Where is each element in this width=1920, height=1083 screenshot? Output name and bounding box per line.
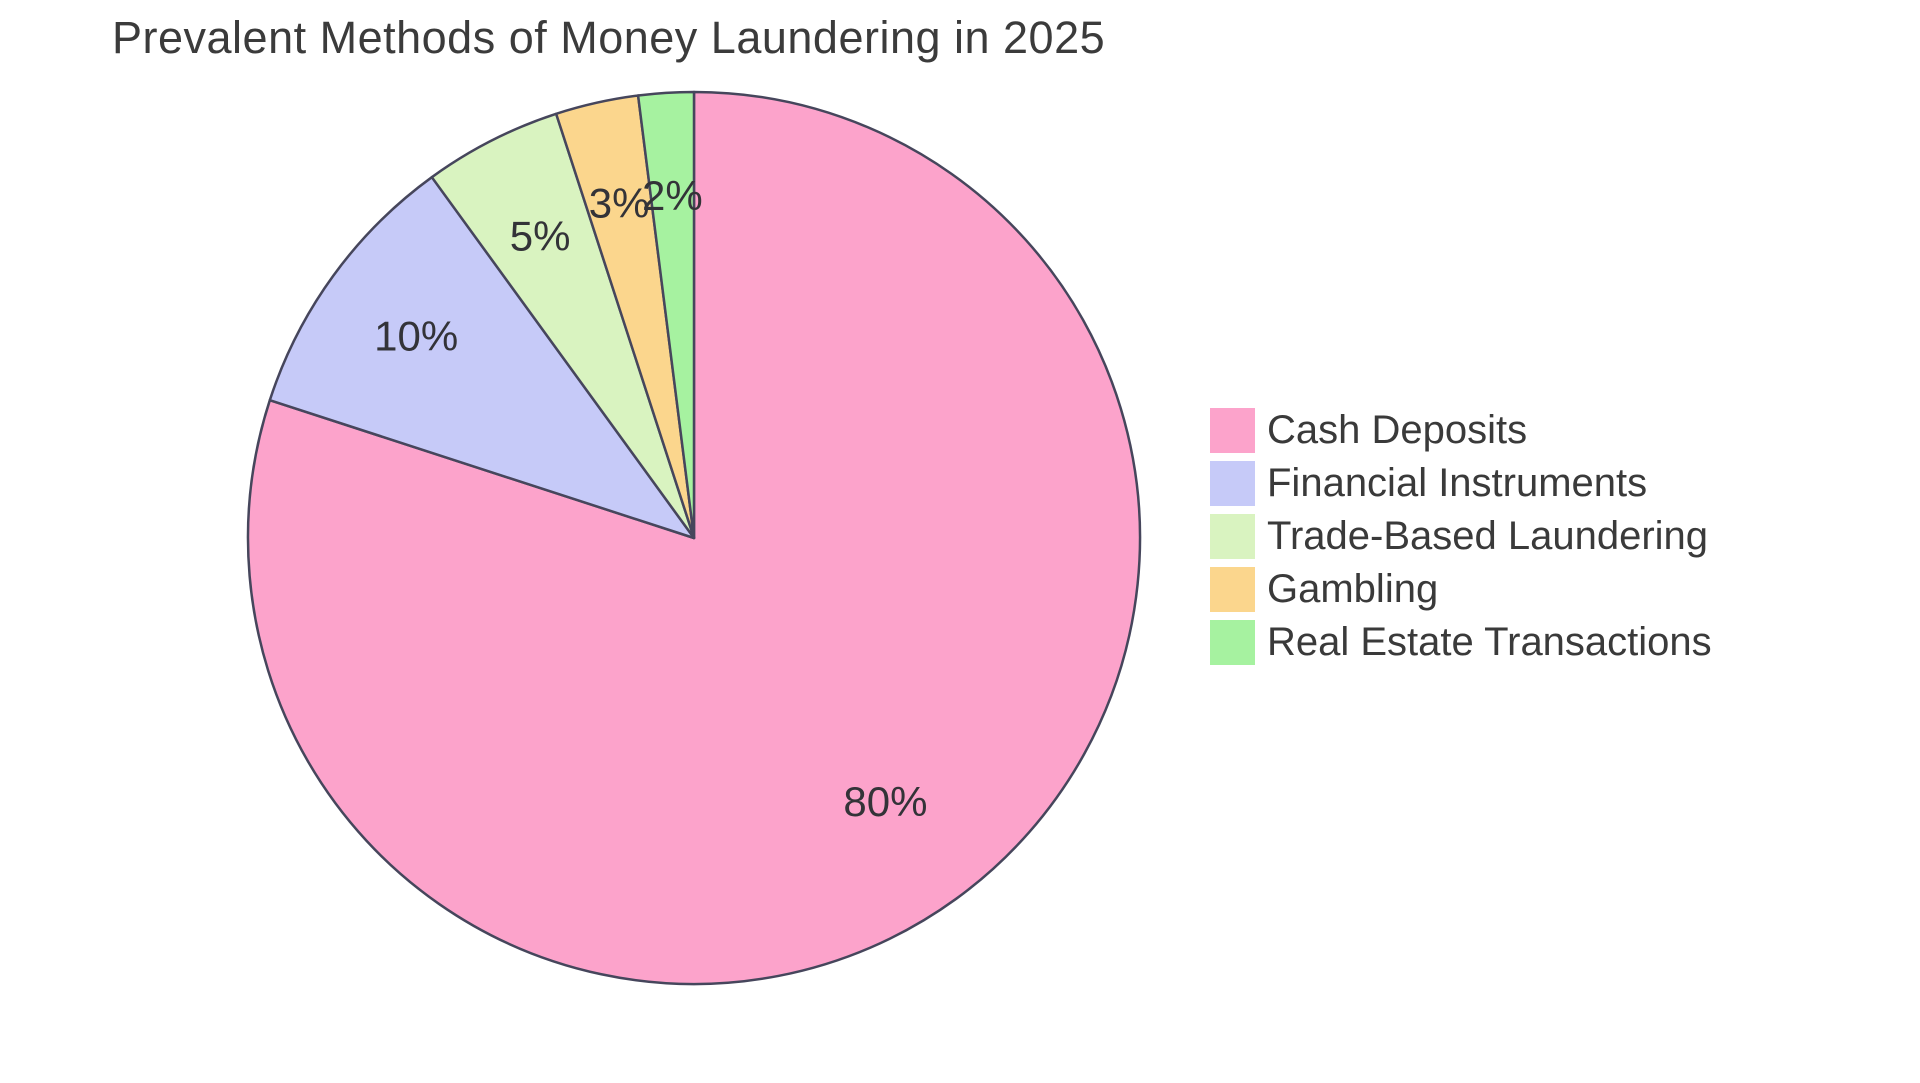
legend-label: Gambling [1267,567,1439,611]
legend-label: Trade-Based Laundering [1267,514,1709,558]
legend-swatch [1210,408,1255,453]
legend-item-real-estate-transactions[interactable]: Real Estate Transactions [1210,620,1712,665]
legend-label: Cash Deposits [1267,408,1528,452]
pie-slice-real-estate-transactions[interactable] [636,90,696,540]
legend-item-gambling[interactable]: Gambling [1210,567,1712,612]
chart-title: Prevalent Methods of Money Laundering in… [112,12,1106,63]
legend-item-financial-instruments[interactable]: Financial Instruments [1210,461,1712,506]
slice-value-label: 5% [510,213,571,260]
slice-value-label: 10% [374,313,458,360]
legend-swatch [1210,514,1255,559]
pie-slice-financial-instruments[interactable] [268,175,696,540]
slice-value-label: 80% [843,778,927,825]
legend-swatch [1210,620,1255,665]
legend-label: Real Estate Transactions [1267,620,1712,664]
legend-label: Financial Instruments [1267,461,1648,505]
slice-value-label: 2% [642,172,703,219]
slice-value-label: 3% [589,179,650,226]
legend-item-cash-deposits[interactable]: Cash Deposits [1210,408,1712,453]
legend-item-trade-based-laundering[interactable]: Trade-Based Laundering [1210,514,1712,559]
legend-swatch [1210,461,1255,506]
chart-legend: Cash Deposits Financial Instruments Trade-… [1210,408,1712,665]
legend-swatch [1210,567,1255,612]
